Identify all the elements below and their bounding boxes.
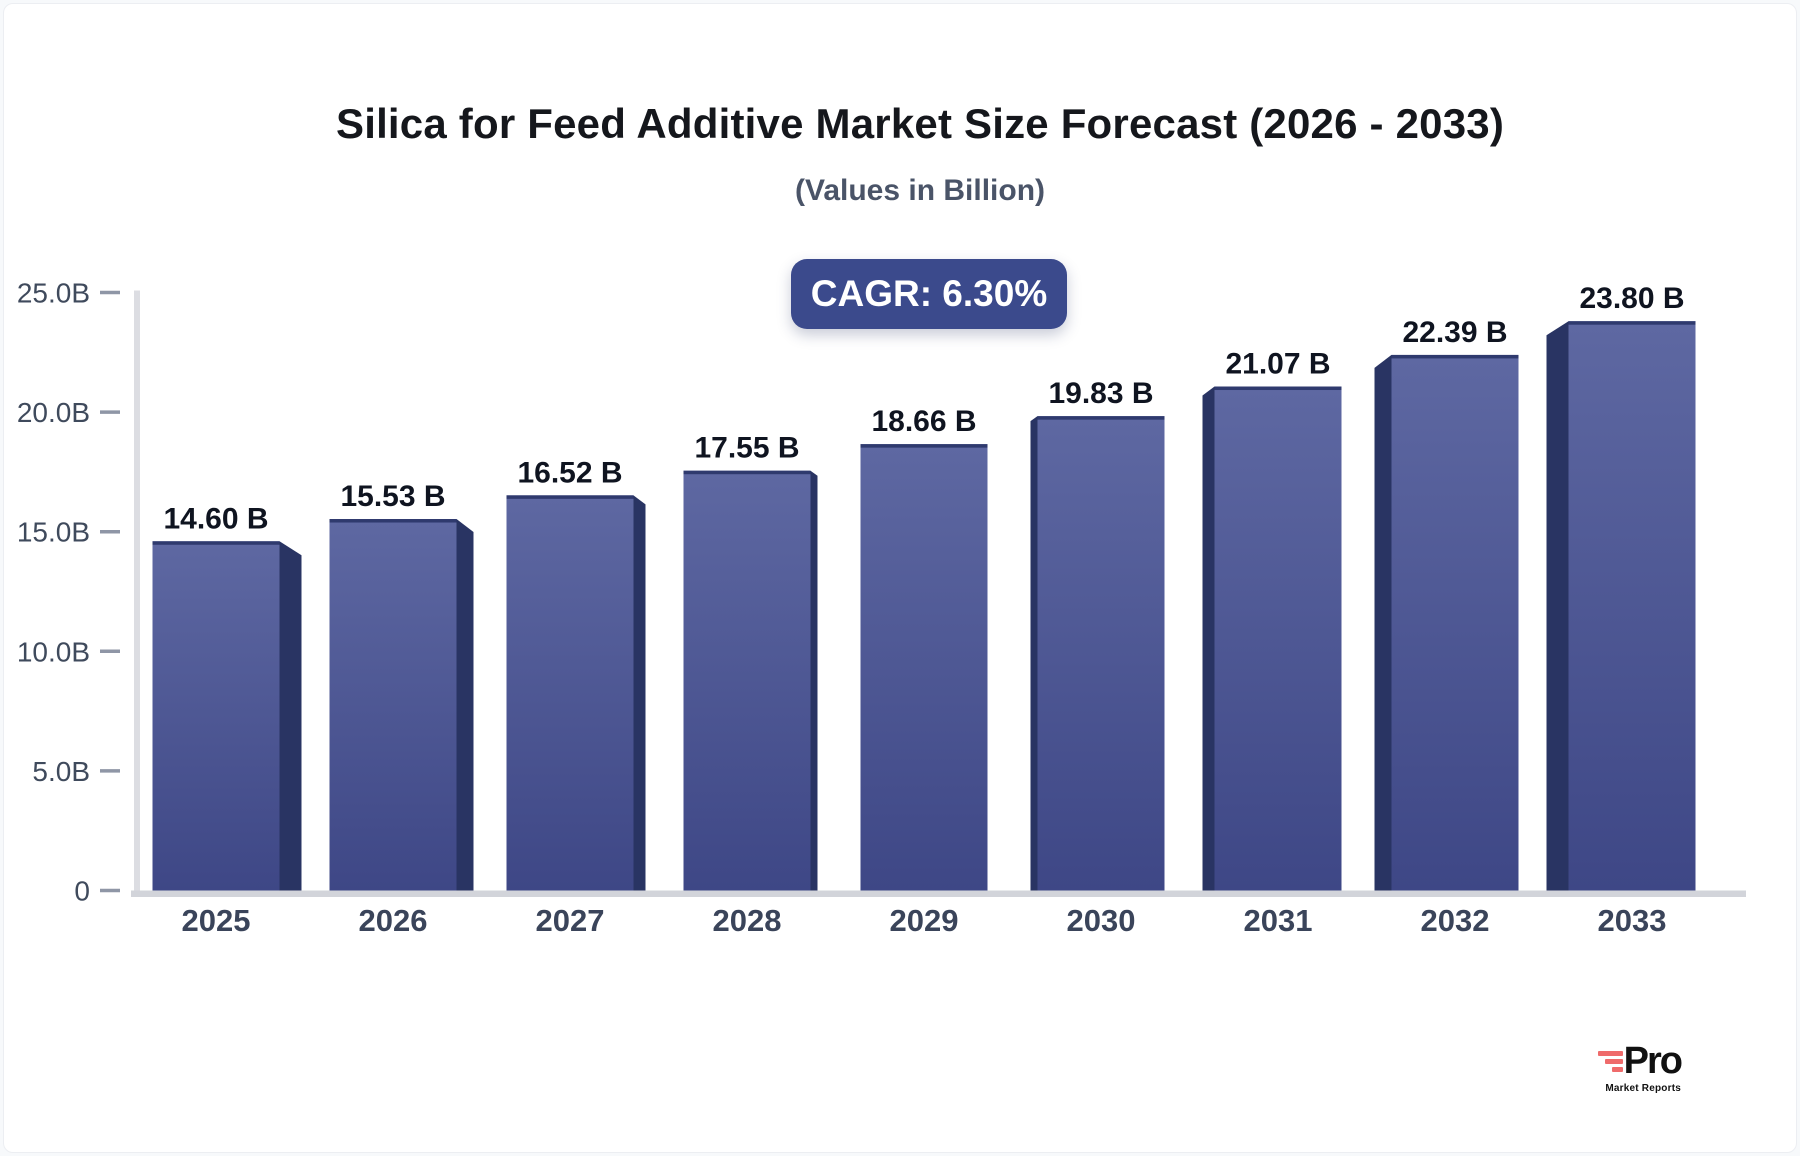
chart-card: Silica for Feed Additive Market Size For… xyxy=(3,3,1797,1153)
logo-name: Pro xyxy=(1623,1040,1683,1082)
x-axis-label: 2030 xyxy=(1067,903,1136,938)
bar-top-edge xyxy=(683,470,811,475)
bar-value-label: 17.55 B xyxy=(694,432,799,465)
x-axis-label: 2031 xyxy=(1244,903,1313,938)
bar-front-face xyxy=(683,470,811,891)
x-axis-label: 2033 xyxy=(1598,903,1667,938)
bar-front-face xyxy=(860,444,988,891)
x-axis-label: 2026 xyxy=(359,903,428,938)
bar-side-face xyxy=(633,495,646,891)
bar-front-face xyxy=(1037,416,1165,891)
bar-2032[interactable]: 22.39 B xyxy=(1374,316,1519,891)
y-axis-label: 5.0B xyxy=(32,756,90,787)
bar-value-label: 23.80 B xyxy=(1579,282,1684,315)
bar-value-label: 18.66 B xyxy=(871,405,976,438)
bar-top-edge xyxy=(860,444,988,448)
x-axis-line xyxy=(131,890,1746,897)
y-axis-label: 10.0B xyxy=(17,636,90,667)
bar-front-face xyxy=(152,541,280,891)
bar-side-face xyxy=(279,541,302,891)
bar-2026[interactable]: 15.53 B xyxy=(329,480,474,891)
bar-value-label: 14.60 B xyxy=(163,502,268,535)
bar-front-face xyxy=(506,495,634,891)
bar-side-face xyxy=(810,470,818,891)
bar-value-label: 15.53 B xyxy=(340,480,445,513)
x-axis-label: 2025 xyxy=(182,903,251,938)
x-axis-label: 2029 xyxy=(890,903,959,938)
bar-2029[interactable]: 18.66 B xyxy=(860,405,988,891)
bar-top-edge xyxy=(329,519,457,523)
y-axis-label: 15.0B xyxy=(17,517,90,548)
bar-top-edge xyxy=(1214,386,1342,391)
bar-side-face xyxy=(1030,416,1038,891)
y-axis-label: 20.0B xyxy=(17,397,90,428)
logo-subtext: Market Reports xyxy=(1605,1083,1681,1094)
bar-2031[interactable]: 21.07 B xyxy=(1202,348,1342,891)
x-axis-label: 2028 xyxy=(713,903,782,938)
bar-chart: 0 5.0B 10.0B 15.0B 20.0B 25.0B 14.60 B 15.53 B 1… xyxy=(17,278,1746,938)
pro-market-reports-logo: Pro Market Reports xyxy=(1597,1040,1683,1094)
bar-top-edge xyxy=(1568,321,1696,325)
bar-value-label: 19.83 B xyxy=(1048,377,1153,410)
bar-2033[interactable]: 23.80 B xyxy=(1546,282,1696,891)
bar-2030[interactable]: 19.83 B xyxy=(1030,377,1165,891)
bar-top-edge xyxy=(152,541,280,545)
bar-side-face xyxy=(1546,321,1569,891)
bar-front-face xyxy=(1391,354,1519,891)
bar-top-edge xyxy=(1037,416,1165,420)
cagr-badge: CAGR: 6.30% xyxy=(791,259,1067,329)
x-axis-label: 2032 xyxy=(1421,903,1490,938)
bar-value-label: 21.07 B xyxy=(1225,348,1330,381)
bar-2025[interactable]: 14.60 B xyxy=(152,502,302,891)
x-axis-label: 2027 xyxy=(536,903,605,938)
bar-top-edge xyxy=(1391,354,1519,359)
bar-front-face xyxy=(329,519,457,891)
bar-side-face xyxy=(1374,354,1392,891)
bar-side-face xyxy=(1202,386,1215,891)
bar-front-face xyxy=(1214,386,1342,891)
bar-2027[interactable]: 16.52 B xyxy=(506,456,646,891)
bar-top-edge xyxy=(506,495,634,499)
chart-title: Silica for Feed Additive Market Size For… xyxy=(335,100,1505,147)
bar-side-face xyxy=(456,519,474,891)
y-axis-line xyxy=(134,290,140,897)
chart-subtitle: (Values in Billion) xyxy=(794,174,1046,207)
bar-front-face xyxy=(1568,321,1696,891)
logo-red-bars-icon xyxy=(1597,1051,1623,1072)
y-axis-label: 0 xyxy=(74,876,90,907)
bar-2028[interactable]: 17.55 B xyxy=(683,432,818,891)
bar-value-label: 22.39 B xyxy=(1402,316,1507,349)
y-axis-label: 25.0B xyxy=(17,278,90,309)
bar-value-label: 16.52 B xyxy=(517,456,622,489)
